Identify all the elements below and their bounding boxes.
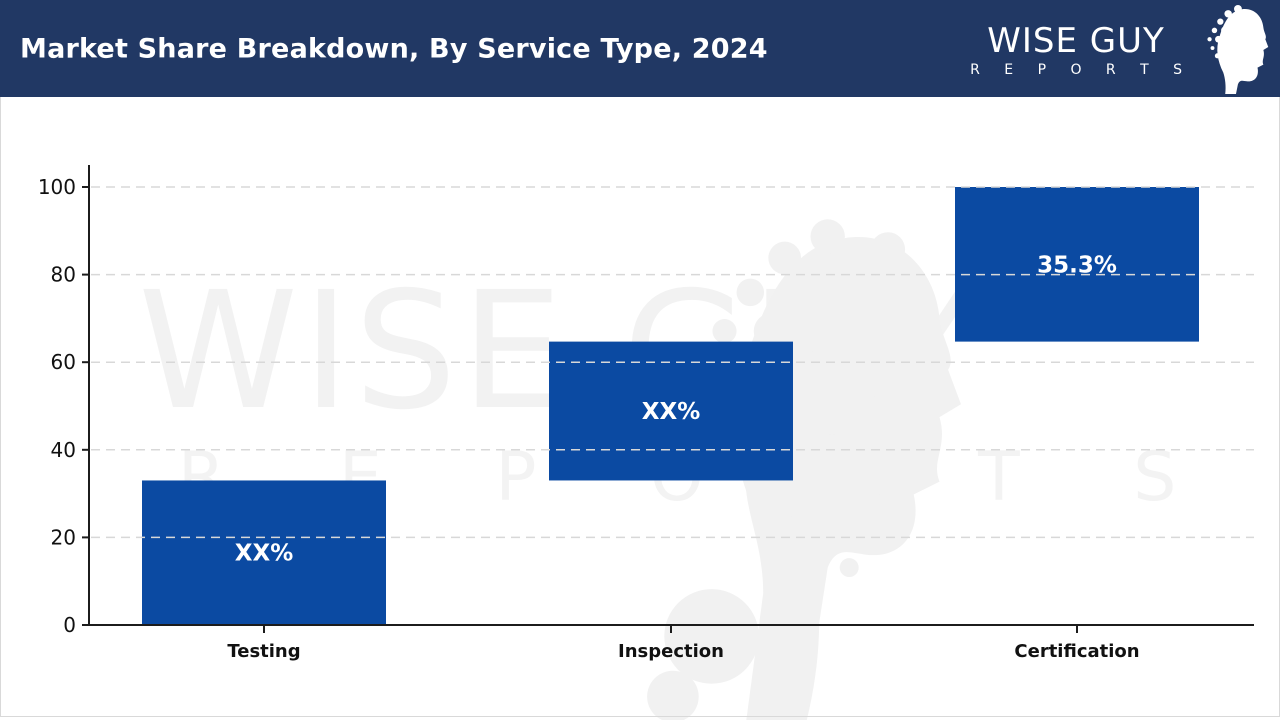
- wiseguy-logo-face-icon: [1207, 4, 1269, 94]
- wiseguy-logo-text: WISE GUY R E P O R T S: [960, 21, 1192, 78]
- bar-label-inspection: XX%: [642, 399, 701, 425]
- x-tick-label-testing: Testing: [227, 641, 300, 662]
- header-bar: Market Share Breakdown, By Service Type,…: [0, 0, 1280, 97]
- wiseguy-logo: WISE GUY R E P O R T S: [960, 4, 1272, 94]
- bar-label-testing: XX%: [235, 541, 294, 567]
- y-tick-label-20: 20: [51, 525, 76, 549]
- y-tick-label-80: 80: [51, 263, 76, 287]
- y-tick-label-100: 100: [38, 175, 76, 199]
- bar-label-certification: 35.3%: [1037, 252, 1117, 278]
- x-tick-label-inspection: Inspection: [618, 641, 724, 662]
- page-title: Market Share Breakdown, By Service Type,…: [20, 33, 768, 64]
- wiseguy-logo-reports: R E P O R T S: [970, 61, 1192, 78]
- y-tick-label-0: 0: [63, 613, 76, 637]
- y-tick-label-40: 40: [51, 438, 76, 462]
- bar-testing[interactable]: [142, 480, 386, 625]
- y-tick-label-60: 60: [51, 350, 76, 374]
- wiseguy-logo-name: WISE GUY: [987, 21, 1165, 62]
- x-tick-label-certification: Certification: [1014, 641, 1139, 662]
- bar-certification[interactable]: [955, 187, 1199, 342]
